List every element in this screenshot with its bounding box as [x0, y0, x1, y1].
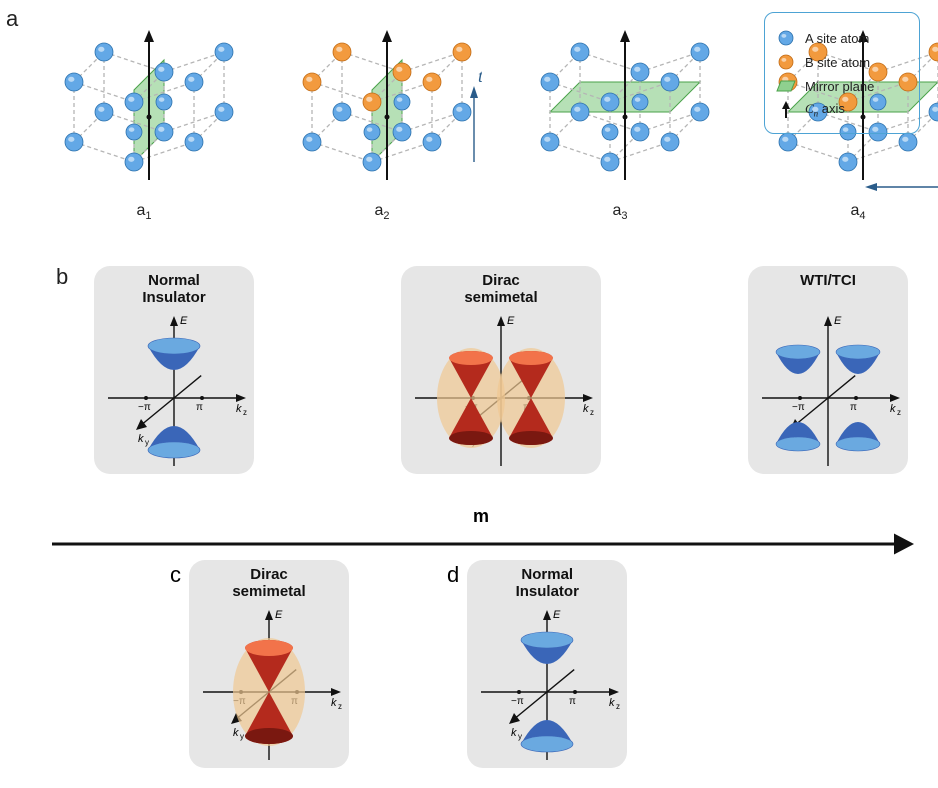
svg-text:k: k — [890, 403, 896, 415]
legend-box: A site atom B site atom Mirror plane Cn axi… — [764, 12, 920, 134]
band-card-title: NormalInsulator — [516, 566, 579, 602]
panel-c-label: c — [170, 562, 181, 588]
svg-text:π: π — [196, 402, 203, 413]
lattice-svg: t — [282, 12, 482, 202]
lattice-sublabel: a2 — [374, 202, 389, 222]
legend-row: Cn axis — [775, 101, 909, 119]
svg-text:−π: −π — [138, 402, 151, 413]
svg-text:−π: −π — [511, 696, 524, 707]
svg-text:E: E — [275, 609, 283, 621]
svg-text:E: E — [834, 315, 842, 327]
lattice-sublabel: a4 — [850, 202, 865, 222]
band-axis-wrap: Ekzky−ππ — [467, 602, 627, 775]
band-card-title: Diracsemimetal — [232, 566, 305, 602]
lattice-cell: t a2 — [282, 12, 482, 222]
legend-text: Cn axis — [805, 101, 845, 119]
band-svg: Ekzky−ππ — [401, 308, 601, 476]
legend-row: Mirror plane — [775, 77, 909, 95]
band-card: NormalInsulatorEkzky−ππ — [467, 560, 627, 768]
band-svg: Ekzky−ππ — [748, 308, 908, 476]
svg-text:t: t — [478, 66, 482, 86]
legend-text: B site atom — [805, 55, 870, 70]
band-svg: Ekzky−ππ — [94, 308, 254, 476]
lattice-svg — [44, 12, 244, 202]
svg-text:−π: −π — [792, 402, 805, 413]
legend-row: B site atom — [775, 53, 909, 71]
m-axis-arrow — [48, 529, 914, 559]
band-card-title: NormalInsulator — [142, 272, 205, 308]
band-axis-wrap: Ekzky−ππ — [401, 308, 601, 481]
band-svg: Ekzky−ππ — [467, 602, 627, 770]
svg-text:k: k — [511, 727, 517, 739]
cd-group: c DiracsemimetalEkzky−ππ — [170, 560, 349, 768]
svg-text:z: z — [897, 408, 901, 417]
band-card: DiracsemimetalEkzky−ππ — [401, 266, 601, 474]
svg-text:k: k — [233, 727, 239, 739]
band-card: NormalInsulatorEkzky−ππ — [94, 266, 254, 474]
band-card: DiracsemimetalEkzky−ππ — [189, 560, 349, 768]
lattice-svg — [520, 12, 720, 202]
band-svg: Ekzky−ππ — [189, 602, 349, 770]
svg-text:z: z — [590, 408, 594, 417]
svg-text:z: z — [243, 408, 247, 417]
band-card: WTI/TCIEkzky−ππ — [748, 266, 908, 474]
svg-text:E: E — [553, 609, 561, 621]
svg-text:π: π — [850, 402, 857, 413]
panel-b-label: b — [56, 264, 68, 290]
svg-text:k: k — [583, 403, 589, 415]
svg-text:k: k — [609, 697, 615, 709]
band-card-title: WTI/TCI — [800, 272, 856, 308]
lattice-sublabel: a1 — [136, 202, 151, 222]
cd-group: dNormalInsulatorEkzky−ππ — [447, 560, 627, 768]
row-b: NormalInsulatorEkzky−ππDiracsemimetalEkz… — [94, 266, 908, 474]
lattice-cell: a1 — [44, 12, 244, 222]
svg-text:z: z — [338, 702, 342, 711]
legend-text: A site atom — [805, 31, 869, 46]
row-cd: cDiracsemimetalEkzky−ππdNormalInsulatorE… — [170, 560, 627, 768]
band-axis-wrap: Ekzky−ππ — [189, 602, 349, 775]
panel-a-label: a — [6, 6, 18, 32]
svg-text:y: y — [145, 438, 149, 447]
lattice-cell: a3 — [520, 12, 720, 222]
svg-text:y: y — [240, 732, 244, 741]
band-axis-wrap: Ekzky−ππ — [94, 308, 254, 481]
m-axis: m — [48, 506, 914, 564]
svg-text:E: E — [507, 315, 515, 327]
svg-text:y: y — [518, 732, 522, 741]
svg-text:k: k — [236, 403, 242, 415]
m-axis-label: m — [48, 506, 914, 527]
svg-text:E: E — [180, 315, 188, 327]
svg-text:π: π — [569, 696, 576, 707]
panel-d-label: d — [447, 562, 459, 588]
lattice-sublabel: a3 — [612, 202, 627, 222]
legend-text: Mirror plane — [805, 79, 874, 94]
svg-text:k: k — [331, 697, 337, 709]
svg-text:k: k — [138, 433, 144, 445]
band-axis-wrap: Ekzky−ππ — [748, 308, 908, 481]
legend-row: A site atom — [775, 29, 909, 47]
band-card-title: Diracsemimetal — [464, 272, 537, 308]
svg-text:z: z — [616, 702, 620, 711]
